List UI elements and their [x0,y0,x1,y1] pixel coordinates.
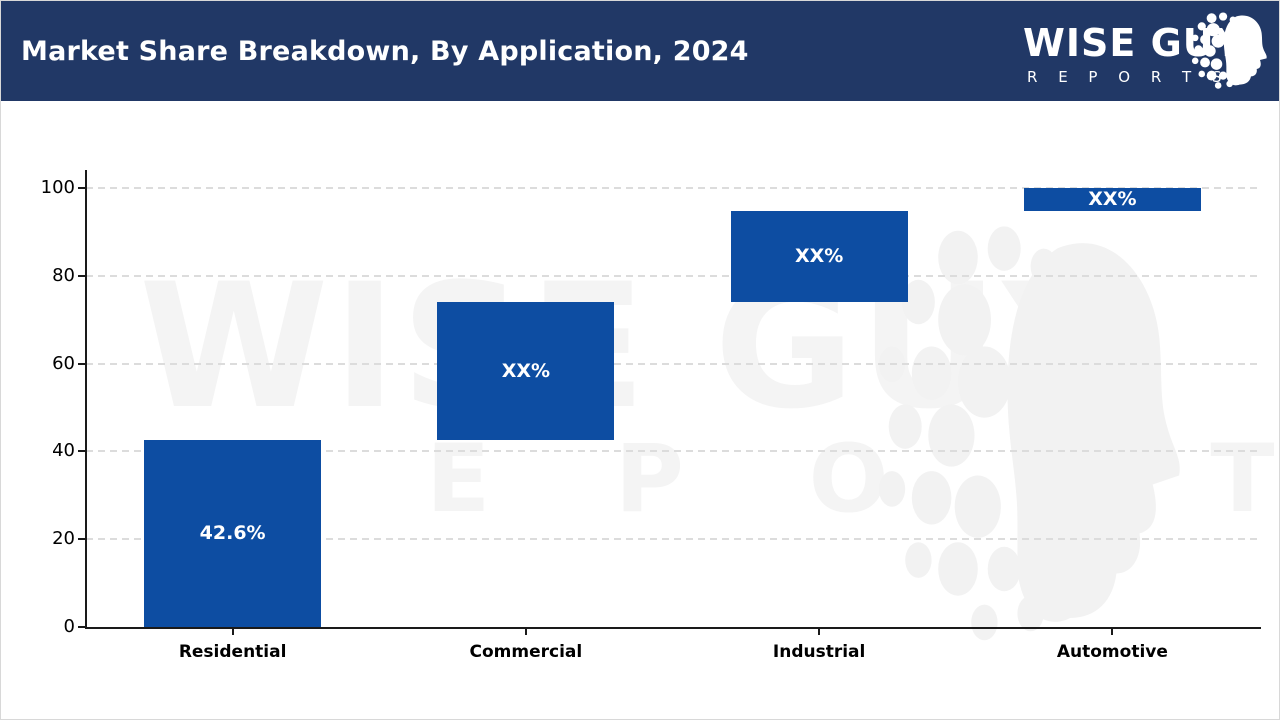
y-tick-100 [78,187,85,189]
bar-residential [144,439,322,627]
x-tick-label-automotive: Automotive [1056,642,1168,662]
logo-subtitle: R E P O R T S [1027,68,1229,86]
bar-automotive [1023,188,1201,211]
bar-label-industrial: XX% [794,245,844,268]
x-tick-residential [231,628,234,635]
x-tick-commercial [524,628,527,635]
bar-commercial [437,302,615,440]
y-tick-label-100: 100 [40,177,75,198]
x-axis [85,627,1261,629]
gridline-80 [86,274,1259,277]
header-bar: Market Share Breakdown, By Application, … [1,1,1279,101]
x-tick-label-commercial: Commercial [469,642,583,662]
watermark-head-icon [878,226,1180,641]
y-tick-label-60: 60 [52,352,75,374]
wiseguy-logo: WISE GUY R E P O R T S [1023,12,1267,89]
y-axis [85,170,87,628]
bar-label-automotive: XX% [1088,188,1137,211]
gridline-20 [86,538,1259,541]
y-tick-60 [78,362,85,365]
x-tick-label-industrial: Industrial [772,642,866,662]
y-tick-0 [78,626,85,628]
wiseguy-head-icon [1191,12,1267,89]
y-tick-20 [78,538,85,541]
x-tick-automotive [1111,628,1114,635]
bar-label-residential: 42.6% [199,522,266,545]
page-title: Market Share Breakdown, By Application, … [21,35,749,67]
gridline-100 [86,187,1259,189]
bar-industrial [730,210,908,303]
y-tick-label-20: 20 [52,528,75,550]
gridline-40 [86,450,1259,453]
y-tick-label-80: 80 [52,264,75,286]
x-tick-label-residential: Residential [178,642,287,662]
gridline-60 [86,362,1259,365]
y-tick-40 [78,450,85,453]
y-tick-label-0: 0 [63,616,75,637]
bar-label-commercial: XX% [501,360,551,383]
y-tick-label-40: 40 [52,440,75,462]
y-tick-80 [78,274,85,277]
x-tick-industrial [818,628,821,635]
